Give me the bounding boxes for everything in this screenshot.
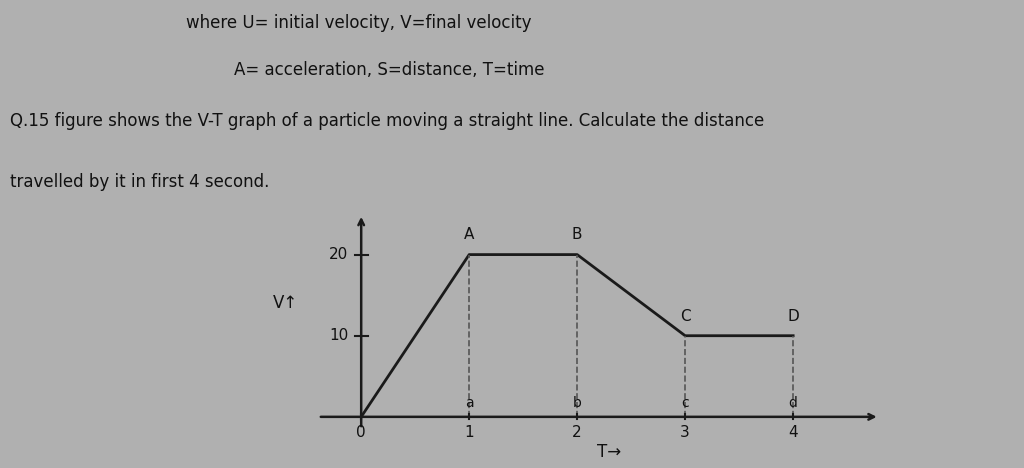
Text: C: C: [680, 308, 690, 323]
Text: A= acceleration, S=distance, T=time: A= acceleration, S=distance, T=time: [233, 61, 545, 79]
Text: 4: 4: [788, 425, 798, 440]
Text: where U= initial velocity, V=final velocity: where U= initial velocity, V=final veloc…: [185, 14, 531, 32]
Text: travelled by it in first 4 second.: travelled by it in first 4 second.: [10, 173, 269, 191]
Text: A: A: [464, 227, 474, 242]
Text: T→: T→: [597, 443, 622, 461]
Text: B: B: [572, 227, 583, 242]
Text: V↑: V↑: [273, 294, 298, 312]
Text: d: d: [788, 396, 798, 410]
Text: 20: 20: [329, 247, 348, 262]
Text: b: b: [572, 396, 582, 410]
Text: 2: 2: [572, 425, 582, 440]
Text: c: c: [681, 396, 689, 410]
Text: 3: 3: [680, 425, 690, 440]
Text: 1: 1: [464, 425, 474, 440]
Text: Q.15 figure shows the V-T graph of a particle moving a straight line. Calculate : Q.15 figure shows the V-T graph of a par…: [10, 112, 765, 130]
Text: a: a: [465, 396, 473, 410]
Text: 10: 10: [329, 328, 348, 343]
Text: D: D: [787, 308, 799, 323]
Text: 0: 0: [356, 425, 366, 440]
